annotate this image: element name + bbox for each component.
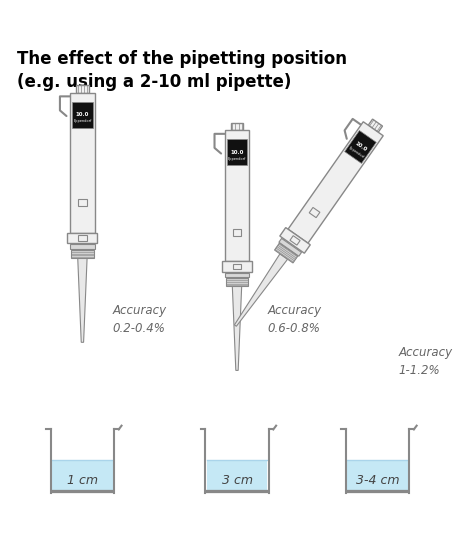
Polygon shape <box>78 235 87 241</box>
Polygon shape <box>67 233 97 244</box>
Polygon shape <box>226 277 248 286</box>
Text: 10.0: 10.0 <box>354 141 367 153</box>
Text: 1 cm: 1 cm <box>67 475 98 487</box>
Polygon shape <box>309 208 320 217</box>
Text: 3-4 cm: 3-4 cm <box>356 475 399 487</box>
Polygon shape <box>290 235 300 245</box>
Polygon shape <box>288 122 383 243</box>
Polygon shape <box>368 119 383 132</box>
Polygon shape <box>76 85 89 93</box>
Polygon shape <box>233 229 241 235</box>
Text: 10.0: 10.0 <box>230 150 244 155</box>
Text: Eppendorf: Eppendorf <box>73 119 91 123</box>
Bar <box>347 459 408 491</box>
Polygon shape <box>233 264 241 269</box>
Text: Eppendorf: Eppendorf <box>228 157 246 161</box>
Text: Accuracy
1-1.2%: Accuracy 1-1.2% <box>399 346 453 377</box>
Text: Accuracy
0.2-0.4%: Accuracy 0.2-0.4% <box>113 304 167 335</box>
FancyBboxPatch shape <box>50 490 115 493</box>
Polygon shape <box>279 238 301 256</box>
Polygon shape <box>71 250 94 258</box>
Polygon shape <box>70 244 95 249</box>
FancyBboxPatch shape <box>346 490 410 493</box>
FancyBboxPatch shape <box>205 490 269 493</box>
Polygon shape <box>227 140 247 165</box>
Polygon shape <box>78 199 87 205</box>
Text: 10.0: 10.0 <box>76 112 89 117</box>
Polygon shape <box>274 243 298 263</box>
Bar <box>52 459 113 491</box>
Polygon shape <box>225 130 249 261</box>
Polygon shape <box>232 286 242 371</box>
Text: The effect of the pipetting position: The effect of the pipetting position <box>17 50 347 68</box>
Polygon shape <box>231 123 243 130</box>
Text: (e.g. using a 2-10 ml pipette): (e.g. using a 2-10 ml pipette) <box>17 74 291 92</box>
Bar <box>207 459 267 491</box>
Polygon shape <box>280 228 310 253</box>
Polygon shape <box>345 130 376 164</box>
Text: Accuracy
0.6-0.8%: Accuracy 0.6-0.8% <box>267 304 321 335</box>
Polygon shape <box>225 272 249 277</box>
Polygon shape <box>72 102 93 128</box>
Text: Eppendorf: Eppendorf <box>348 146 365 159</box>
Polygon shape <box>222 261 252 271</box>
Polygon shape <box>235 254 288 326</box>
Polygon shape <box>70 93 95 233</box>
Text: 3 cm: 3 cm <box>221 475 253 487</box>
Polygon shape <box>78 258 87 342</box>
